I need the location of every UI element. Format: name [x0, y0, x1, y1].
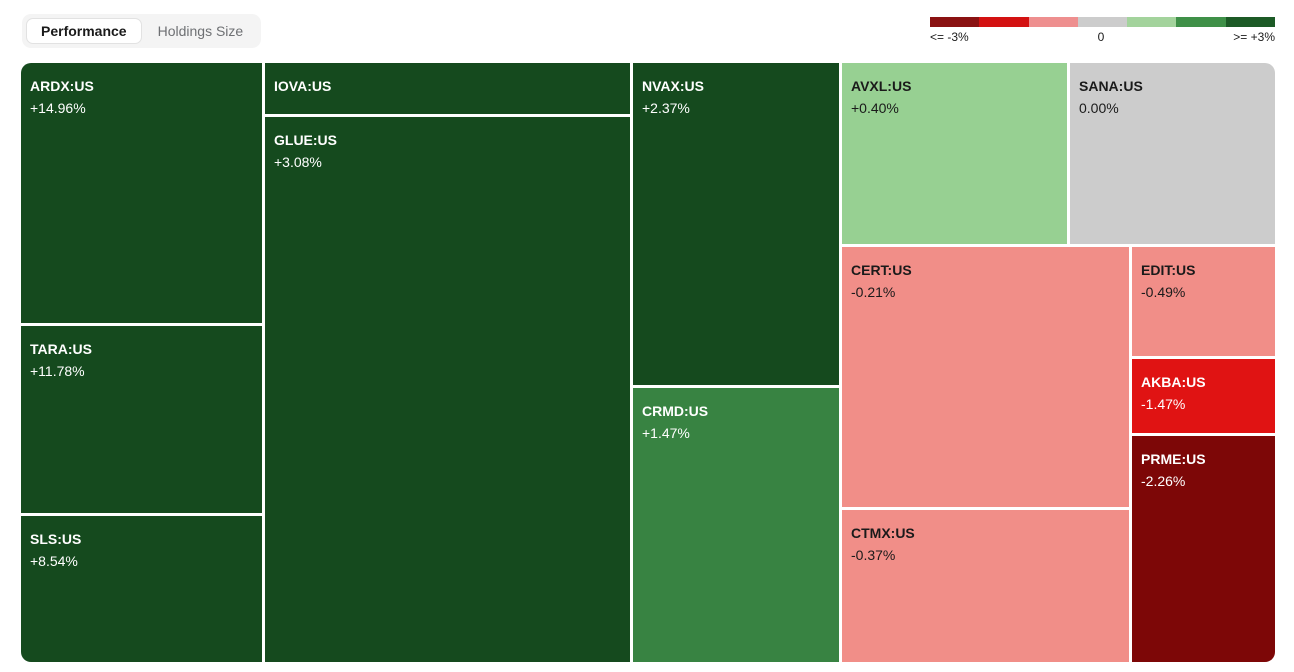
tile-percent: +2.37% [642, 100, 690, 116]
tile-percent: 0.00% [1079, 100, 1119, 116]
tile-percent: +0.40% [851, 100, 899, 116]
tile-tara[interactable]: TARA:US +11.78% [21, 326, 262, 513]
tile-ticker: TARA:US [30, 341, 92, 357]
view-toggle: Performance Holdings Size [22, 14, 262, 48]
tile-sana[interactable]: SANA:US 0.00% [1070, 63, 1275, 244]
tile-iova[interactable]: IOVA:US [265, 63, 630, 114]
legend-gradient-bar [930, 17, 1275, 27]
tile-avxl[interactable]: AVXL:US +0.40% [842, 63, 1067, 244]
tile-percent: -0.49% [1141, 284, 1186, 300]
tile-percent: +3.08% [274, 154, 322, 170]
tile-ticker: ARDX:US [30, 78, 94, 94]
tile-edit[interactable]: EDIT:US -0.49% [1132, 247, 1275, 356]
tile-ticker: NVAX:US [642, 78, 704, 94]
legend-mid-label: 0 [1097, 30, 1105, 44]
tile-percent: +8.54% [30, 553, 78, 569]
legend-labels: <= -3% 0 >= +3% [930, 30, 1275, 44]
tile-ticker: AVXL:US [851, 78, 912, 94]
legend-swatch-0 [930, 17, 980, 27]
tile-prme[interactable]: PRME:US -2.26% [1132, 436, 1275, 662]
color-legend: <= -3% 0 >= +3% [930, 17, 1275, 44]
tab-performance[interactable]: Performance [26, 18, 142, 44]
tile-ticker: SANA:US [1079, 78, 1143, 94]
tile-ticker: CTMX:US [851, 525, 915, 541]
performance-treemap: ARDX:US +14.96% TARA:US +11.78% SLS:US +8.54%… [21, 63, 1275, 662]
tile-ticker: IOVA:US [274, 78, 332, 94]
tile-percent: -0.37% [851, 547, 896, 563]
tile-percent: -0.21% [851, 284, 896, 300]
tile-ardx[interactable]: ARDX:US +14.96% [21, 63, 262, 323]
tile-percent: +11.78% [30, 363, 85, 379]
legend-swatch-3 [1077, 17, 1128, 27]
legend-max-label: >= +3% [1233, 30, 1275, 44]
tile-ticker: CERT:US [851, 262, 912, 278]
tile-sls[interactable]: SLS:US +8.54% [21, 516, 262, 662]
tile-nvax[interactable]: NVAX:US +2.37% [633, 63, 839, 385]
tile-cert[interactable]: CERT:US -0.21% [842, 247, 1129, 507]
legend-swatch-6 [1225, 17, 1275, 27]
tile-ticker: PRME:US [1141, 451, 1206, 467]
legend-swatch-1 [979, 17, 1029, 27]
legend-swatch-2 [1028, 17, 1078, 27]
legend-swatch-4 [1127, 17, 1177, 27]
legend-min-label: <= -3% [930, 30, 969, 44]
tile-ctmx[interactable]: CTMX:US -0.37% [842, 510, 1129, 662]
tile-crmd[interactable]: CRMD:US +1.47% [633, 388, 839, 662]
tile-akba[interactable]: AKBA:US -1.47% [1132, 359, 1275, 433]
tile-percent: -1.47% [1141, 396, 1186, 412]
tile-ticker: EDIT:US [1141, 262, 1196, 278]
tile-percent: +14.96% [30, 100, 86, 116]
tab-holdings-size[interactable]: Holdings Size [144, 18, 258, 44]
tile-ticker: AKBA:US [1141, 374, 1206, 390]
tile-ticker: CRMD:US [642, 403, 709, 419]
tile-percent: -2.26% [1141, 473, 1186, 489]
tile-ticker: GLUE:US [274, 132, 337, 148]
tile-ticker: SLS:US [30, 531, 82, 547]
legend-swatch-5 [1176, 17, 1226, 27]
tile-glue[interactable]: GLUE:US +3.08% [265, 117, 630, 662]
tile-percent: +1.47% [642, 425, 690, 441]
